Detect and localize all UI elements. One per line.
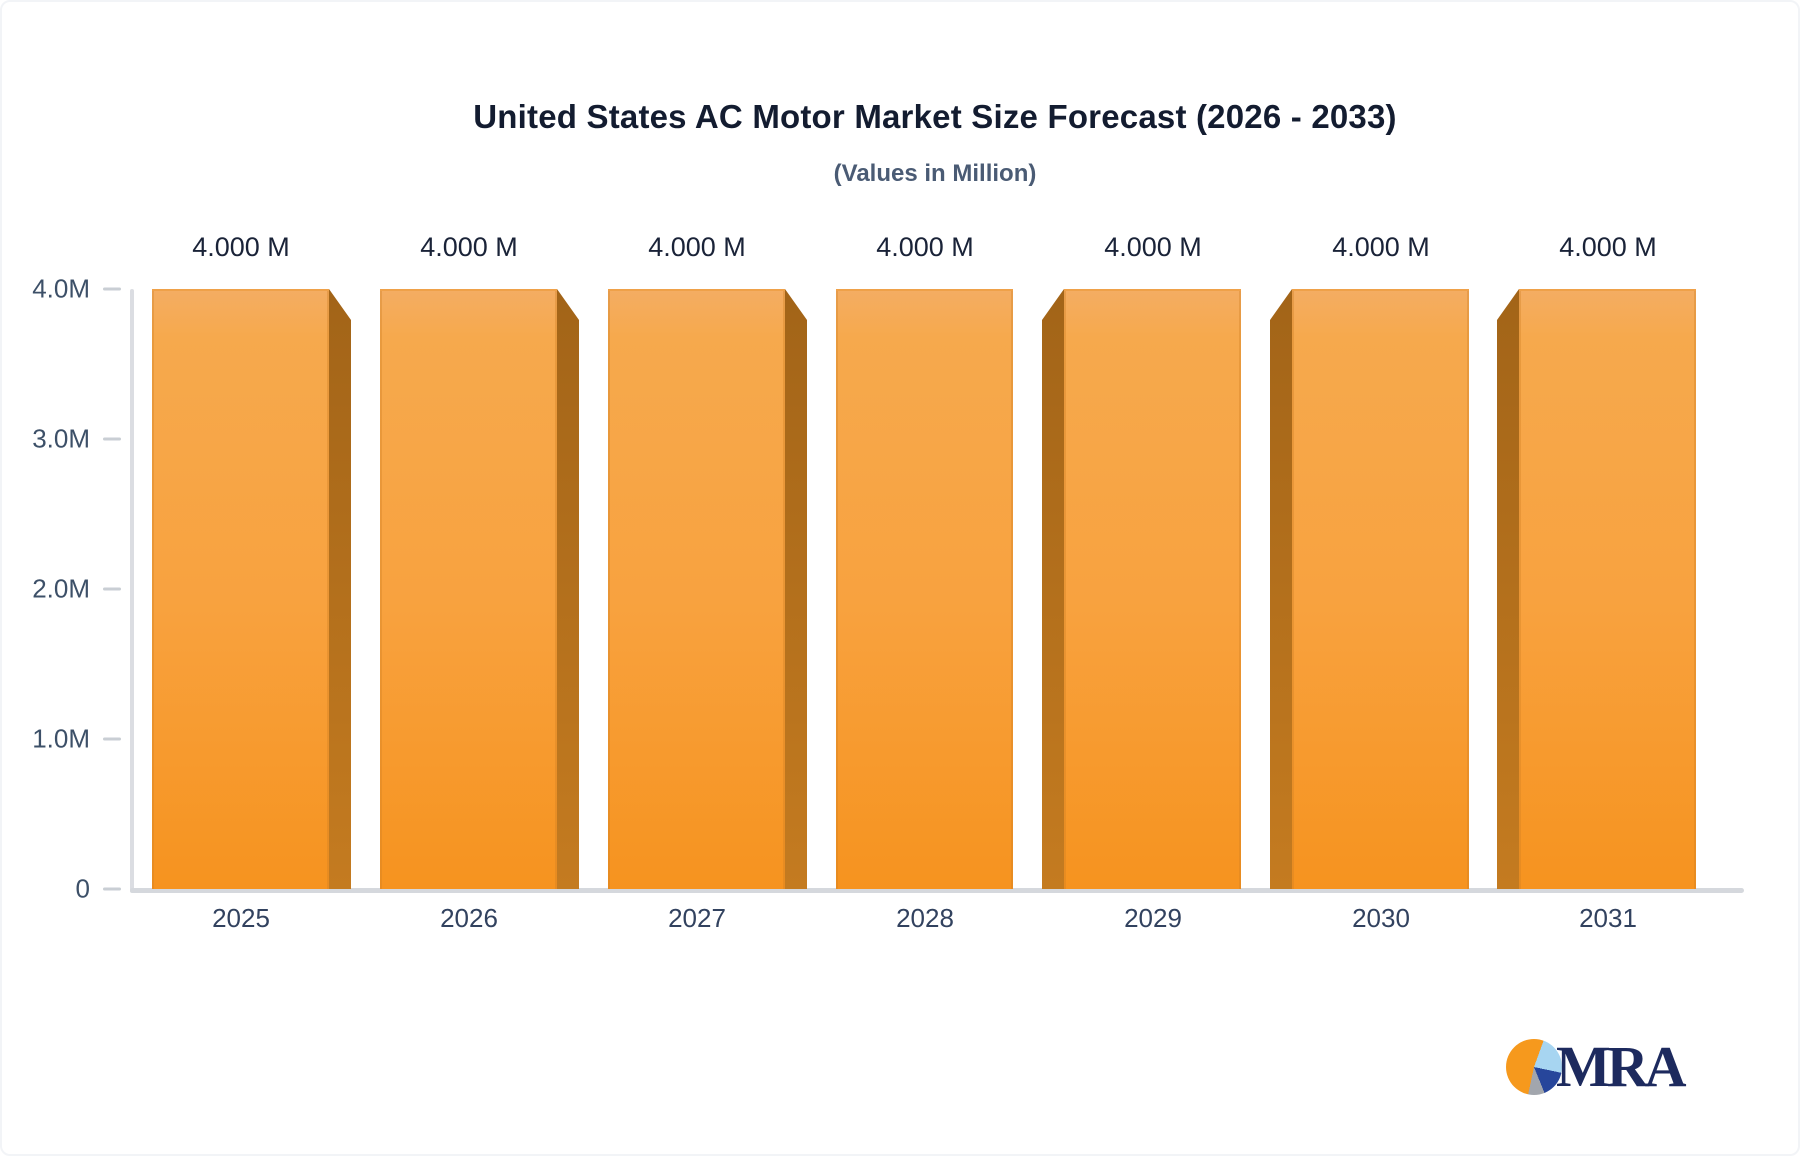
x-tick-label: 2025: [212, 903, 270, 933]
bar-value-label: 4.000 M: [648, 232, 746, 262]
bar-value-label: 4.000 M: [1332, 232, 1430, 262]
bar-2025: [152, 289, 351, 889]
x-tick-label: 2026: [440, 903, 498, 933]
bar-3d-side: [329, 289, 351, 889]
chart-title: United States AC Motor Market Size Forec…: [473, 98, 1397, 135]
pie-chart-logo-icon: [1506, 1039, 1562, 1095]
bar-face: [1519, 289, 1696, 889]
x-axis-line: [130, 888, 1744, 893]
x-tick-label: 2027: [668, 903, 726, 933]
y-axis-line: [130, 289, 134, 893]
bar-2026: [380, 289, 579, 889]
bar-2029: [1042, 289, 1241, 889]
y-tick-mark: [103, 737, 121, 741]
x-tick-label: 2031: [1579, 903, 1637, 933]
bar-2030: [1270, 289, 1469, 889]
bar-3d-side: [1497, 289, 1519, 889]
bar-face: [1064, 289, 1241, 889]
bar-face: [1292, 289, 1469, 889]
y-tick-mark: [103, 587, 121, 591]
y-tick-label: 4.0M: [32, 273, 90, 304]
bar-face: [152, 289, 329, 889]
x-tick-label: 2030: [1352, 903, 1410, 933]
bar-2027: [608, 289, 807, 889]
bar-2031: [1497, 289, 1696, 889]
bar-3d-side: [557, 289, 579, 889]
bar-face: [380, 289, 557, 889]
y-tick-mark: [103, 887, 121, 891]
bar-face: [608, 289, 785, 889]
bar-value-label: 4.000 M: [420, 232, 518, 262]
y-tick-mark: [103, 287, 121, 291]
y-tick-label: 0: [75, 873, 90, 904]
x-tick-label: 2028: [896, 903, 954, 933]
bar-3d-side: [1270, 289, 1292, 889]
y-tick-label: 2.0M: [32, 573, 90, 604]
bar-2028: [836, 289, 1013, 889]
bar-3d-side: [1042, 289, 1064, 889]
bar-face: [836, 289, 1013, 889]
bar-value-label: 4.000 M: [1104, 232, 1202, 262]
y-tick-mark: [103, 437, 121, 441]
brand-logo: MRA: [1506, 1034, 1687, 1099]
brand-logo-text: MRA: [1556, 1034, 1687, 1099]
bar-value-label: 4.000 M: [1559, 232, 1657, 262]
chart-subtitle: (Values in Million): [833, 160, 1037, 187]
bar-value-label: 4.000 M: [876, 232, 974, 262]
bar-value-label: 4.000 M: [192, 232, 290, 262]
y-tick-label: 3.0M: [32, 423, 90, 454]
bar-3d-side: [785, 289, 807, 889]
x-tick-label: 2029: [1124, 903, 1182, 933]
y-tick-label: 1.0M: [32, 723, 90, 754]
